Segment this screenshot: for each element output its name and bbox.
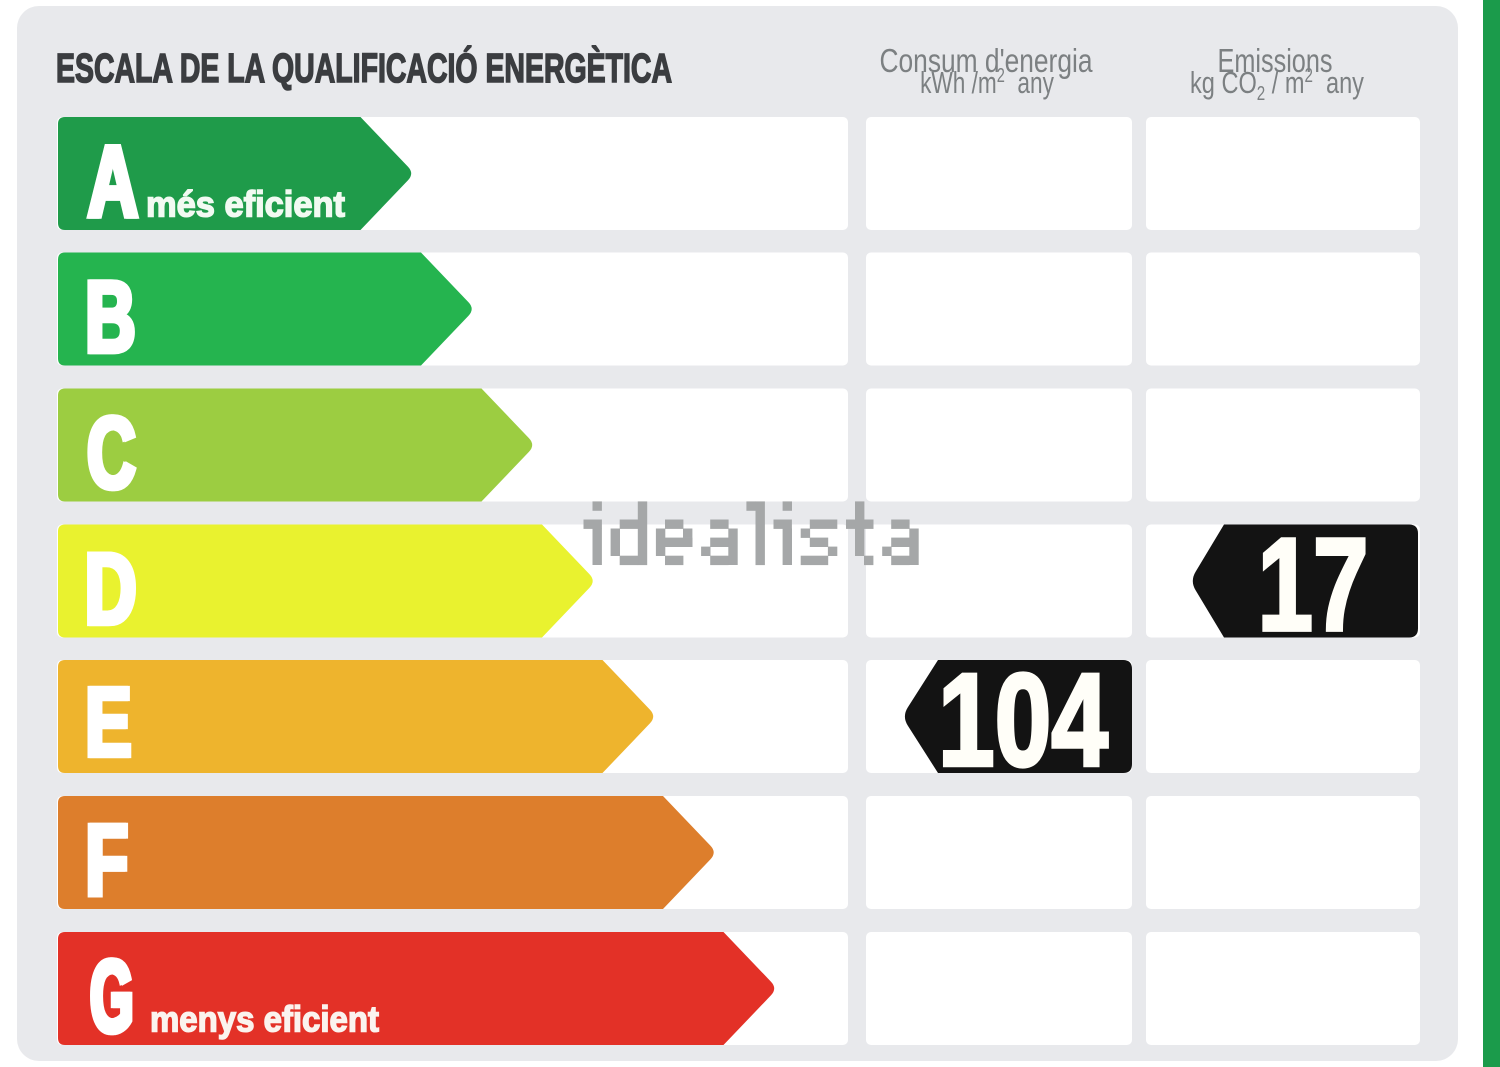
svg-text:G: G	[91, 941, 134, 1054]
svg-text:Consum d'energia: Consum d'energia	[880, 42, 1094, 79]
svg-text:C: C	[86, 397, 135, 510]
svg-text:E: E	[86, 667, 132, 777]
svg-text:E: E	[84, 667, 130, 777]
svg-text:F: F	[85, 803, 128, 917]
svg-text:A: A	[87, 124, 137, 238]
svg-text:D: D	[84, 531, 136, 646]
svg-text:kWh /m2 any: kWh /m2 any	[920, 64, 1054, 100]
svg-text:A: A	[89, 124, 139, 238]
svg-text:més eficient: més eficient	[146, 184, 345, 225]
svg-text:menys eficient: menys eficient	[150, 999, 379, 1040]
svg-text:F: F	[86, 803, 129, 917]
svg-text:B: B	[84, 260, 134, 374]
svg-text:17: 17	[1258, 511, 1369, 658]
svg-text:G: G	[89, 941, 132, 1054]
svg-text:kg CO2 / m2 any: kg CO2 / m2 any	[1190, 64, 1364, 105]
svg-text:B: B	[86, 260, 136, 374]
svg-text:C: C	[88, 397, 137, 510]
svg-text:D: D	[86, 531, 138, 646]
svg-text:Emissions: Emissions	[1218, 42, 1333, 79]
svg-text:104: 104	[938, 646, 1108, 793]
svg-text:ESCALA DE LA QUALIFICACIÓ ENER: ESCALA DE LA QUALIFICACIÓ ENERGÈTICA	[56, 45, 672, 91]
